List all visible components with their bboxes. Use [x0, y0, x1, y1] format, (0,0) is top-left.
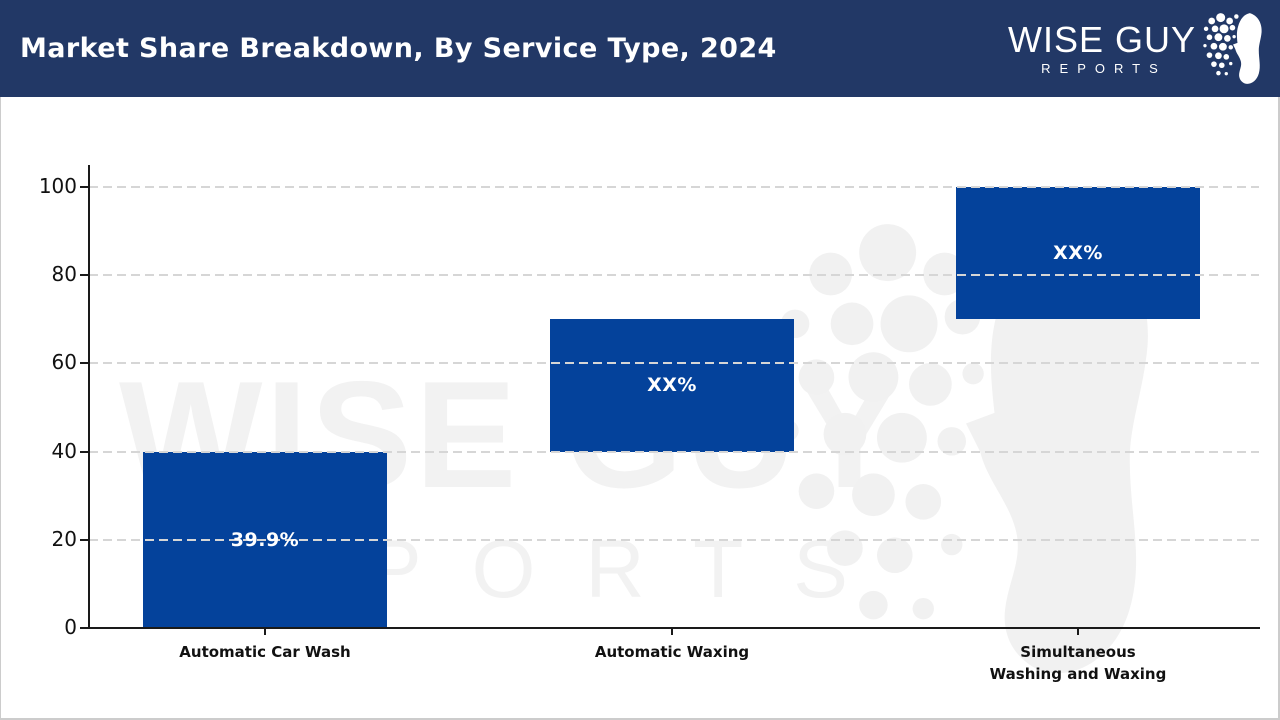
- y-axis-tick-label-100: 100: [38, 174, 77, 198]
- plot-area: 0 20 40 60 80 100 39.9% XX% XX% Automatic Car Was…: [1, 97, 1278, 718]
- page-title: Market Share Breakdown, By Service Type,…: [20, 33, 777, 64]
- y-axis-tick-label-0: 0: [64, 615, 77, 639]
- x-axis-tick-automatic-car-wash: [264, 628, 266, 635]
- gridline-60: [89, 362, 1259, 365]
- y-axis-tick-label-80: 80: [51, 262, 77, 287]
- x-axis-category-label-simultaneous-washing-and-waxing: Simultaneous Washing and Waxing: [989, 643, 1167, 683]
- y-axis-tick-label-60: 60: [51, 350, 77, 375]
- y-axis-tick-20: [80, 538, 89, 541]
- brand-logo: WISE GUY REPORTS: [1008, 12, 1266, 86]
- y-axis-tick-label-40: 40: [51, 438, 77, 463]
- bar-automatic-waxing: [550, 319, 794, 452]
- x-axis-tick-simultaneous-washing-and-waxing: [1077, 628, 1079, 635]
- brand-subname: REPORTS: [1041, 61, 1167, 76]
- gridline-80: [89, 274, 1259, 277]
- x-axis-tick-automatic-waxing: [671, 628, 673, 635]
- bar-value-label-automatic-car-wash: 39.9%: [230, 529, 300, 551]
- y-axis-tick-80: [80, 274, 89, 277]
- chart-canvas: WISE GUY REPORTS 0 20 40 60 80 100 39.9% XX% XX%…: [0, 97, 1280, 720]
- x-axis-line: [88, 627, 1260, 629]
- dotted-face-icon: [1203, 12, 1262, 84]
- y-axis-line: [88, 165, 90, 629]
- bar-simultaneous-washing-and-waxing: [956, 187, 1200, 320]
- brand-name: WISE GUY: [1007, 19, 1196, 60]
- x-axis-category-label-automatic-waxing: Automatic Waxing: [594, 643, 750, 661]
- brand-logo-text: WISE GUY REPORTS: [1007, 19, 1196, 76]
- gridline-100: [89, 186, 1259, 188]
- x-axis-category-label-automatic-car-wash: Automatic Car Wash: [179, 643, 351, 661]
- y-axis-tick-0: [80, 627, 89, 629]
- bar-value-label-automatic-waxing: XX%: [647, 374, 697, 397]
- bar-value-label-simultaneous-washing-and-waxing: XX%: [1053, 242, 1103, 265]
- y-axis-tick-60: [80, 362, 89, 365]
- y-axis-tick-label-20: 20: [51, 526, 77, 551]
- y-axis-tick-40: [80, 450, 89, 453]
- gridline-40: [89, 450, 1259, 453]
- header-bar: Market Share Breakdown, By Service Type,…: [0, 0, 1280, 97]
- y-axis-tick-100: [80, 186, 89, 188]
- gridline-20: [89, 538, 1259, 541]
